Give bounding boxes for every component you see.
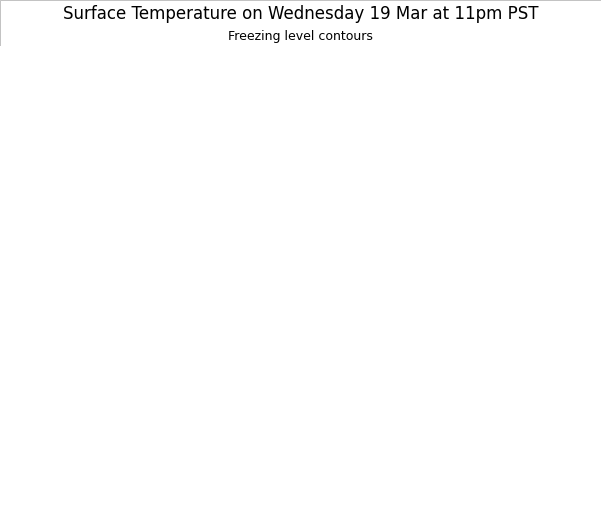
Text: Freezing level contours: Freezing level contours <box>228 30 373 44</box>
Text: Surface Temperature on Wednesday 19 Mar at 11pm PST: Surface Temperature on Wednesday 19 Mar … <box>63 5 538 23</box>
